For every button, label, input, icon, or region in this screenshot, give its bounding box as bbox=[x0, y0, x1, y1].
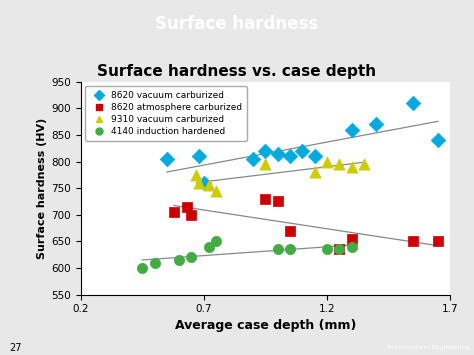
Point bbox=[348, 164, 356, 170]
Legend: 8620 vacuum carburized, 8620 atmosphere carburized, 9310 vacuum carburized, 4140: 8620 vacuum carburized, 8620 atmosphere … bbox=[85, 86, 247, 141]
Point bbox=[175, 257, 183, 263]
Point bbox=[348, 236, 356, 241]
Point bbox=[434, 239, 442, 244]
Point bbox=[138, 265, 146, 271]
Point bbox=[262, 196, 269, 202]
Point bbox=[200, 180, 208, 186]
Point bbox=[410, 239, 417, 244]
Point bbox=[183, 204, 191, 209]
Point bbox=[286, 153, 294, 159]
Point bbox=[336, 246, 343, 252]
Point bbox=[262, 148, 269, 154]
Point bbox=[205, 182, 212, 188]
Point bbox=[192, 172, 200, 178]
Text: Surface hardness vs. case depth: Surface hardness vs. case depth bbox=[98, 64, 376, 79]
Point bbox=[311, 153, 319, 159]
Point bbox=[274, 246, 282, 252]
Point bbox=[286, 246, 294, 252]
Text: Surface hardness: Surface hardness bbox=[155, 15, 319, 33]
Point bbox=[373, 121, 380, 127]
Point bbox=[311, 169, 319, 175]
Point bbox=[274, 151, 282, 156]
Point bbox=[299, 148, 306, 154]
Point bbox=[188, 255, 195, 260]
Point bbox=[212, 239, 220, 244]
Point bbox=[188, 212, 195, 218]
Point bbox=[286, 228, 294, 234]
Point bbox=[336, 246, 343, 252]
Point bbox=[434, 137, 442, 143]
Point bbox=[336, 161, 343, 167]
Point bbox=[195, 153, 203, 159]
Text: 27: 27 bbox=[9, 343, 22, 353]
Text: Northwestern Engineering: Northwestern Engineering bbox=[387, 344, 469, 350]
Point bbox=[151, 260, 158, 266]
Point bbox=[212, 188, 220, 193]
Point bbox=[348, 244, 356, 250]
Point bbox=[171, 209, 178, 215]
Point bbox=[348, 127, 356, 132]
X-axis label: Average case depth (mm): Average case depth (mm) bbox=[175, 318, 356, 332]
Point bbox=[410, 100, 417, 106]
Point bbox=[195, 180, 203, 186]
Point bbox=[163, 156, 171, 162]
Y-axis label: Surface hardness (HV): Surface hardness (HV) bbox=[37, 118, 47, 259]
Point bbox=[323, 159, 331, 164]
Point bbox=[274, 199, 282, 204]
Point bbox=[323, 246, 331, 252]
Point bbox=[249, 156, 257, 162]
Point bbox=[360, 161, 368, 167]
Point bbox=[262, 161, 269, 167]
Point bbox=[205, 244, 212, 250]
